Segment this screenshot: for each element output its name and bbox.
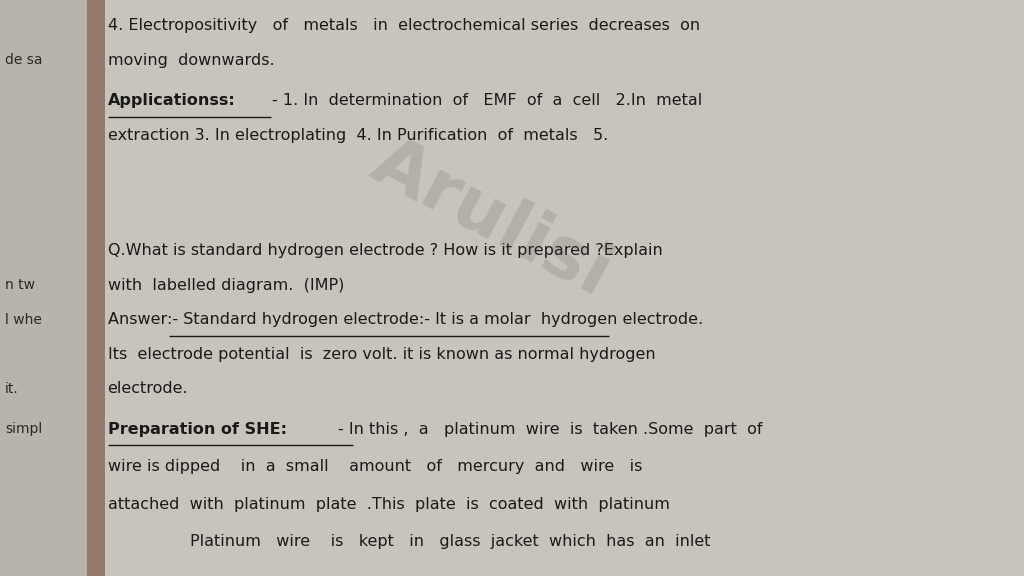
FancyBboxPatch shape — [0, 0, 87, 576]
Text: - 1. In  determination  of   EMF  of  a  cell   2.In  metal: - 1. In determination of EMF of a cell 2… — [272, 93, 702, 108]
Text: attached  with  platinum  plate  .This  plate  is  coated  with  platinum: attached with platinum plate .This plate… — [108, 497, 670, 511]
Text: extraction 3. In electroplating  4. In Purification  of  metals   5.: extraction 3. In electroplating 4. In Pu… — [108, 128, 608, 143]
Text: n tw: n tw — [5, 278, 35, 292]
Text: with  labelled diagram.  (IMP): with labelled diagram. (IMP) — [108, 278, 344, 293]
Text: Applicationss:: Applicationss: — [108, 93, 236, 108]
Text: simpl: simpl — [5, 422, 42, 436]
Text: - In this ,  a   platinum  wire  is  taken .Some  part  of: - In this , a platinum wire is taken .So… — [339, 422, 763, 437]
Text: it.: it. — [5, 382, 18, 396]
Text: de sa: de sa — [5, 54, 43, 67]
Text: Its  electrode potential  is  zero volt. it is known as normal hydrogen: Its electrode potential is zero volt. it… — [108, 347, 655, 362]
Text: Preparation of SHE:: Preparation of SHE: — [108, 422, 287, 437]
Text: Arulisi: Arulisi — [360, 127, 623, 310]
Text: 4. Electropositivity   of   metals   in  electrochemical series  decreases  on: 4. Electropositivity of metals in electr… — [108, 18, 699, 33]
Text: wire is dipped    in  a  small    amount   of   mercury  and   wire   is: wire is dipped in a small amount of merc… — [108, 459, 642, 474]
FancyBboxPatch shape — [87, 0, 105, 576]
Text: Q.What is standard hydrogen electrode ? How is it prepared ?Explain: Q.What is standard hydrogen electrode ? … — [108, 243, 663, 258]
Text: Answer:- Standard hydrogen electrode:- It is a molar  hydrogen electrode.: Answer:- Standard hydrogen electrode:- I… — [108, 312, 702, 327]
Text: moving  downwards.: moving downwards. — [108, 53, 274, 68]
Text: l whe: l whe — [5, 313, 42, 327]
Text: Platinum   wire    is   kept   in   glass  jacket  which  has  an  inlet: Platinum wire is kept in glass jacket wh… — [108, 534, 710, 549]
Text: electrode.: electrode. — [108, 381, 188, 396]
